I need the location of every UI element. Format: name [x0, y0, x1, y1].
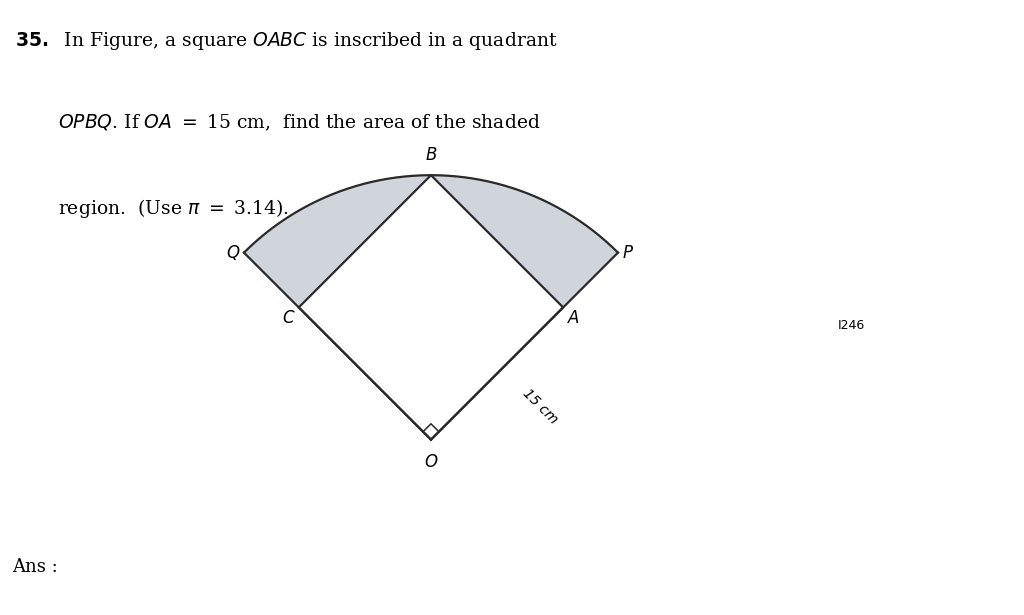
Text: B: B	[425, 146, 436, 164]
Text: 15 cm: 15 cm	[519, 386, 560, 426]
Text: Ans :: Ans :	[12, 558, 58, 576]
Text: I246: I246	[838, 319, 864, 333]
Text: $\mathbf{35.}$  In Figure, a square $\mathit{OABC}$ is inscribed in a quadrant: $\mathbf{35.}$ In Figure, a square $\mat…	[15, 30, 558, 52]
Polygon shape	[244, 175, 431, 308]
Text: C: C	[283, 309, 294, 327]
Text: $\mathit{OPBQ}$. If $\mathit{OA}$ $=$ 15 cm,  find the area of the shaded: $\mathit{OPBQ}$. If $\mathit{OA}$ $=$ 15…	[57, 113, 541, 133]
Text: region.  (Use $\pi$ $=$ 3.14).: region. (Use $\pi$ $=$ 3.14).	[57, 197, 288, 220]
Polygon shape	[431, 175, 617, 308]
Text: P: P	[623, 244, 633, 261]
Text: Q: Q	[226, 244, 239, 261]
Text: A: A	[568, 309, 580, 327]
Text: O: O	[424, 453, 437, 471]
